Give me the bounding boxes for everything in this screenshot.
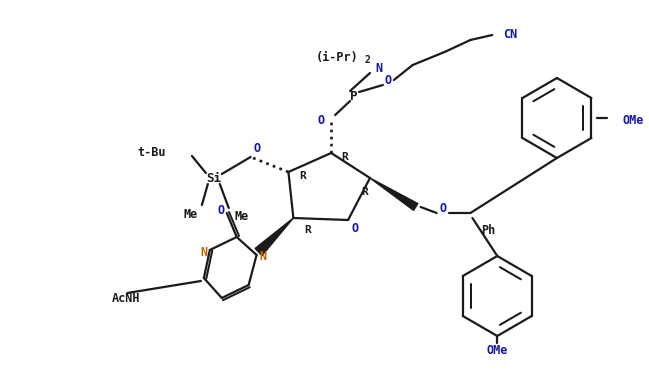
Text: R: R bbox=[342, 152, 349, 162]
Text: O: O bbox=[253, 143, 260, 155]
Text: N: N bbox=[201, 245, 208, 259]
Polygon shape bbox=[255, 218, 293, 256]
Text: CN: CN bbox=[503, 29, 517, 41]
Text: O: O bbox=[217, 204, 225, 216]
Text: R: R bbox=[361, 187, 369, 197]
Text: t-Bu: t-Bu bbox=[138, 146, 166, 158]
Text: Me: Me bbox=[184, 207, 198, 221]
Text: Ph: Ph bbox=[481, 224, 495, 238]
Text: R: R bbox=[299, 171, 306, 181]
Text: O: O bbox=[439, 201, 446, 215]
Text: R: R bbox=[304, 225, 311, 235]
Text: N: N bbox=[375, 61, 382, 75]
Text: Me: Me bbox=[234, 210, 249, 224]
Text: AcNH: AcNH bbox=[112, 291, 140, 305]
Polygon shape bbox=[370, 178, 418, 210]
Text: O: O bbox=[317, 113, 324, 127]
Text: O: O bbox=[352, 222, 359, 236]
Text: OMe: OMe bbox=[622, 113, 644, 127]
Text: (i-Pr): (i-Pr) bbox=[316, 52, 358, 64]
Text: N: N bbox=[259, 250, 266, 264]
Text: OMe: OMe bbox=[487, 343, 508, 357]
Text: 2: 2 bbox=[364, 55, 370, 65]
Text: P: P bbox=[350, 89, 358, 103]
Text: Si: Si bbox=[206, 172, 221, 184]
Text: O: O bbox=[384, 74, 391, 86]
